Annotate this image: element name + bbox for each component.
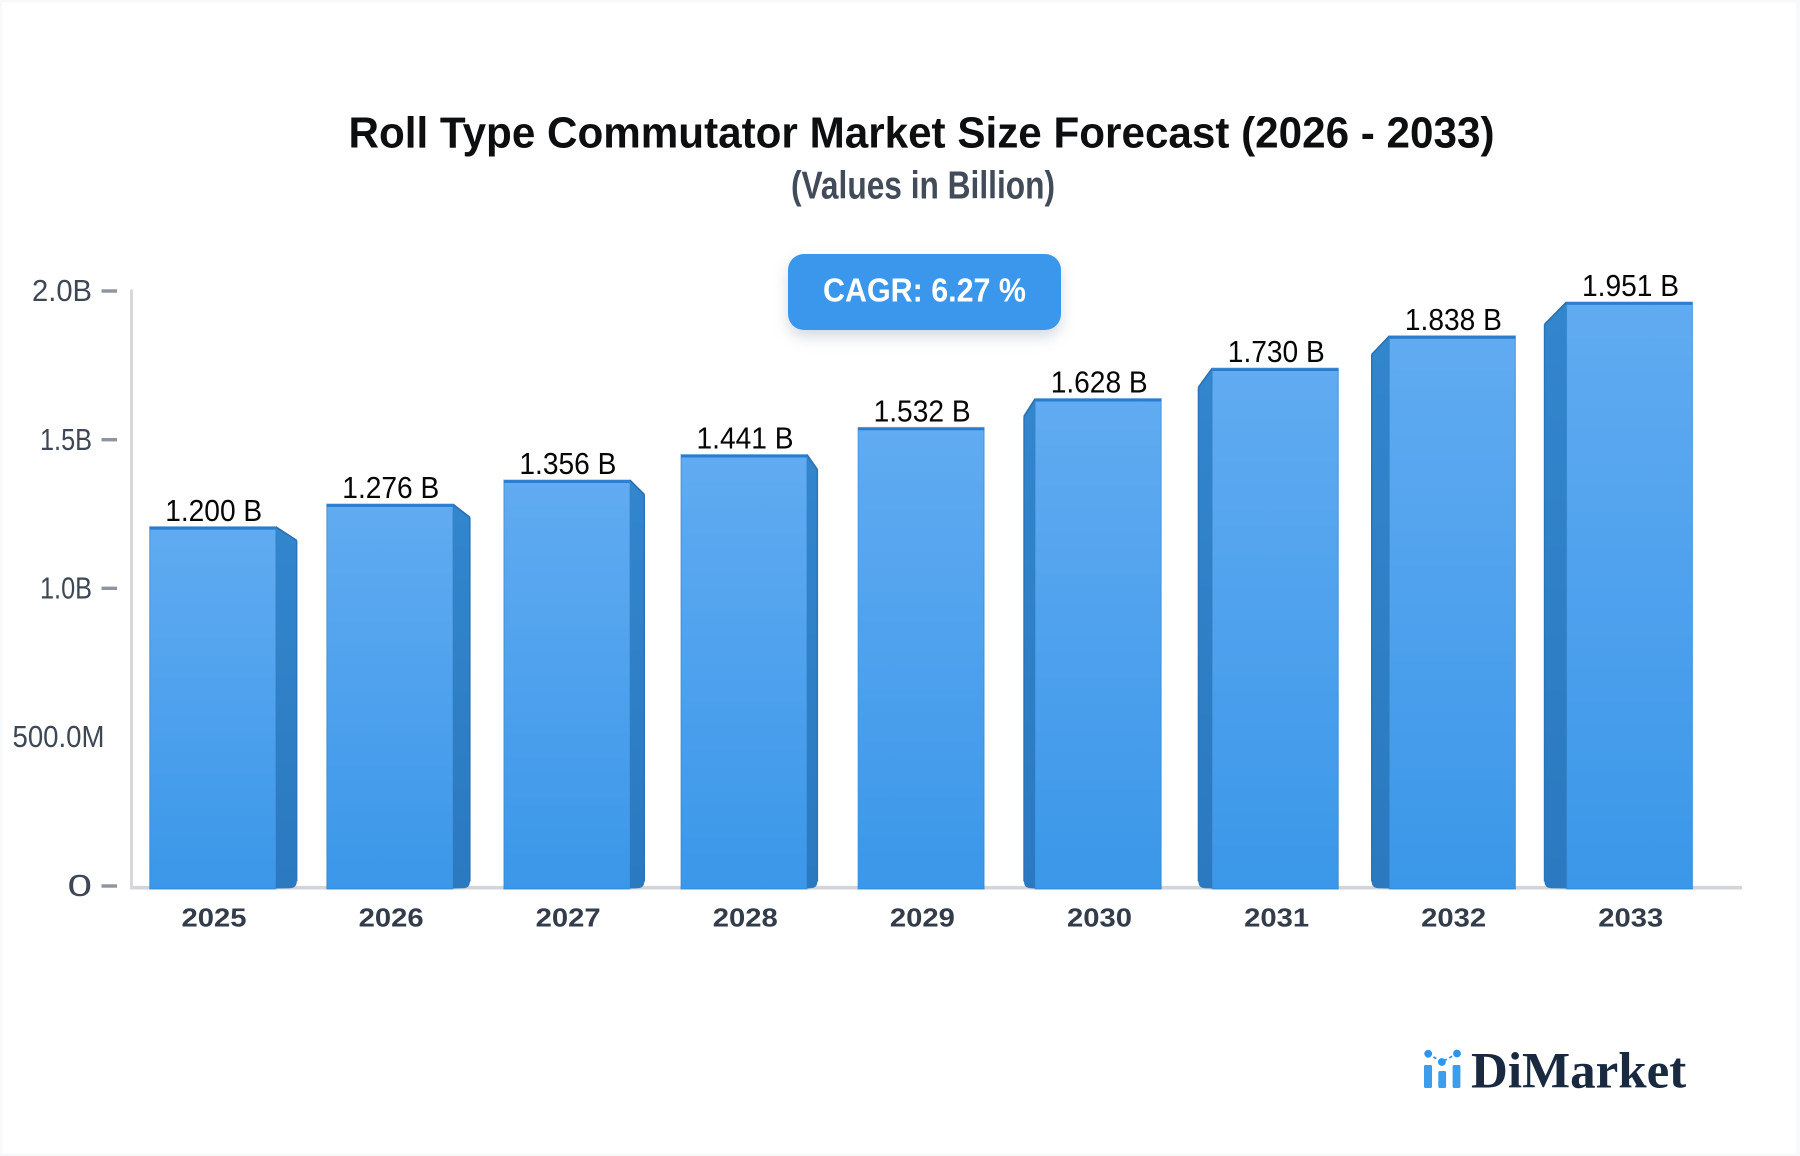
- svg-text:500.0M: 500.0M: [13, 719, 105, 754]
- svg-text:0: 0: [68, 868, 93, 903]
- svg-text:1.441 B: 1.441 B: [697, 421, 794, 456]
- svg-text:2030: 2030: [1067, 903, 1132, 933]
- svg-text:1.276 B: 1.276 B: [342, 470, 439, 505]
- svg-text:1.356 B: 1.356 B: [519, 446, 616, 481]
- svg-text:1.532 B: 1.532 B: [874, 394, 971, 429]
- svg-text:2029: 2029: [890, 903, 955, 933]
- svg-text:2027: 2027: [536, 903, 601, 933]
- svg-text:1.730 B: 1.730 B: [1228, 334, 1325, 369]
- svg-text:Roll Type Commutator Market Si: Roll Type Commutator Market Size Forecas…: [349, 110, 1495, 158]
- svg-text:2032: 2032: [1421, 903, 1486, 933]
- svg-text:1.951 B: 1.951 B: [1582, 268, 1679, 303]
- svg-text:2028: 2028: [713, 903, 778, 933]
- svg-text:1.5B: 1.5B: [40, 422, 92, 457]
- svg-text:1.838 B: 1.838 B: [1405, 302, 1502, 337]
- svg-text:1.200 B: 1.200 B: [165, 493, 262, 528]
- svg-text:CAGR: 6.27 %: CAGR: 6.27 %: [823, 272, 1026, 309]
- svg-text:1.0B: 1.0B: [40, 571, 92, 606]
- svg-text:2033: 2033: [1598, 903, 1663, 933]
- svg-text:2025: 2025: [182, 903, 247, 933]
- svg-text:DiMarket: DiMarket: [1471, 1044, 1686, 1100]
- svg-text:1.628 B: 1.628 B: [1051, 365, 1148, 400]
- svg-text:(Values in Billion): (Values in Billion): [791, 165, 1055, 208]
- svg-text:2026: 2026: [359, 903, 424, 933]
- svg-text:2031: 2031: [1244, 903, 1309, 933]
- svg-text:2.0B: 2.0B: [32, 273, 92, 308]
